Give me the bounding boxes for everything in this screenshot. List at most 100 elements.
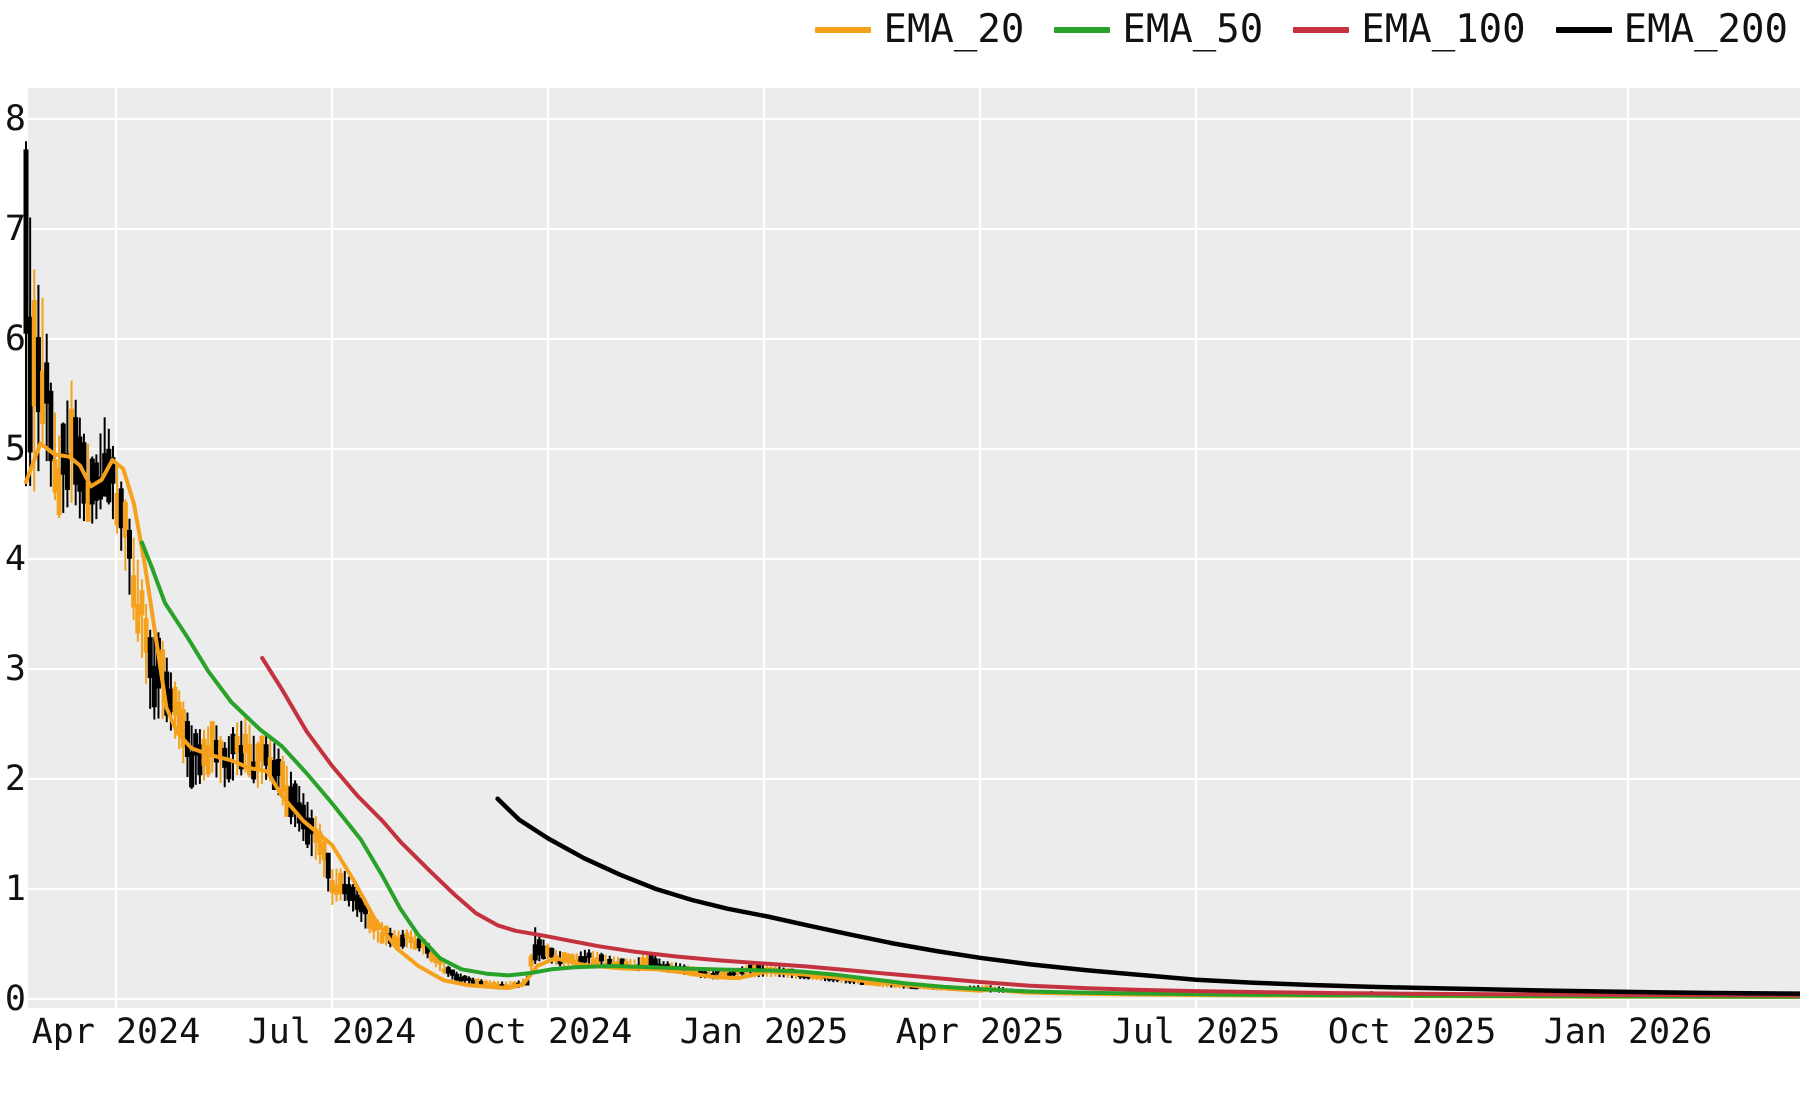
- candle-body: [872, 982, 878, 986]
- candle-body: [569, 954, 575, 962]
- candle-body: [586, 952, 592, 958]
- x-tick-label: Apr 2025: [895, 1012, 1065, 1052]
- candle-body: [168, 688, 174, 713]
- legend-line-ema-200-icon: [1555, 26, 1612, 33]
- legend-item-ema-20: EMA_20: [815, 10, 1024, 49]
- candle-body: [371, 919, 377, 932]
- x-tick-label: Oct 2024: [463, 1012, 633, 1052]
- candle-wick: [443, 961, 446, 975]
- candle-wick: [99, 433, 102, 510]
- candle-body: [445, 966, 451, 974]
- candle-body: [247, 743, 253, 776]
- legend-item-ema-200: EMA_200: [1555, 7, 1788, 52]
- candle-body: [437, 959, 443, 965]
- candle-body: [615, 961, 621, 966]
- candle-body: [470, 979, 476, 985]
- candle-body: [536, 939, 542, 956]
- candle-body: [292, 783, 298, 815]
- candle-body: [98, 476, 104, 500]
- candle-body: [110, 457, 116, 484]
- candle-body: [193, 733, 199, 756]
- candle-body: [242, 733, 248, 754]
- legend-label-ema-200: EMA_200: [1623, 7, 1788, 52]
- candle-body: [131, 575, 137, 608]
- candle-body: [454, 973, 460, 981]
- candle-body: [139, 590, 145, 616]
- candle-body: [184, 721, 190, 757]
- candle-body: [106, 448, 112, 503]
- candle-body: [483, 980, 489, 986]
- candle-body: [234, 735, 240, 753]
- candle-body: [396, 936, 402, 948]
- legend: EMA_20 EMA_50 EMA_100 EMA_200: [815, 10, 1788, 49]
- candle-body: [305, 817, 311, 845]
- candle-body: [433, 955, 439, 963]
- legend-item-ema-50: EMA_50: [1054, 10, 1263, 49]
- candle-body: [640, 957, 646, 966]
- candle-body: [416, 938, 422, 949]
- candle-body: [197, 744, 203, 776]
- line-ema_200: [495, 796, 1800, 996]
- candle-body: [367, 913, 373, 929]
- candle-body: [727, 972, 733, 978]
- candle-body: [429, 951, 435, 961]
- candle-body: [64, 453, 70, 490]
- candle-body: [209, 721, 215, 755]
- candle-body: [317, 831, 323, 855]
- candle-body: [391, 935, 397, 945]
- legend-line-ema-20-icon: [815, 26, 872, 33]
- candle-body: [412, 940, 418, 950]
- candle-body: [512, 981, 518, 986]
- candle-body: [863, 981, 869, 985]
- candle-body: [648, 954, 654, 966]
- candle-body: [31, 300, 37, 407]
- candle-body: [549, 948, 555, 958]
- candle-body: [280, 761, 286, 792]
- candle-wick: [136, 559, 139, 642]
- candle-wick: [604, 954, 607, 969]
- legend-item-ema-100: EMA_100: [1293, 10, 1526, 49]
- candle-body: [425, 943, 431, 954]
- candle-body: [561, 952, 567, 962]
- candle-body: [358, 897, 364, 913]
- legend-line-ema-100-icon: [1293, 26, 1350, 33]
- candle-body: [114, 493, 120, 526]
- candle-body: [52, 459, 58, 493]
- candle-body: [60, 423, 66, 475]
- candle-body: [449, 969, 455, 976]
- candle-wick: [716, 969, 719, 980]
- candle-body: [23, 149, 29, 334]
- y-tick-label: 5: [4, 429, 26, 469]
- candle-body: [263, 744, 269, 766]
- candle-body: [176, 701, 182, 736]
- candle-body: [379, 932, 385, 944]
- candle-body: [578, 956, 584, 967]
- x-tick-label: Jul 2025: [1111, 1012, 1281, 1052]
- candle-body: [329, 879, 335, 894]
- x-tick-label: Oct 2025: [1327, 1012, 1497, 1052]
- candle-body: [73, 417, 79, 485]
- candle-body: [313, 828, 319, 843]
- candle-body: [85, 482, 91, 522]
- candle-body: [714, 970, 720, 974]
- candle-body: [590, 958, 596, 966]
- candle-body: [48, 390, 54, 462]
- candle-body: [408, 936, 414, 944]
- candle-body: [491, 981, 497, 985]
- line-ema_50: [139, 540, 1800, 999]
- candle-body: [271, 760, 277, 790]
- candle-body: [404, 932, 410, 939]
- candle-wick: [708, 968, 711, 979]
- candle-body: [474, 978, 480, 984]
- candle-body: [756, 964, 762, 972]
- candle-body: [118, 488, 124, 529]
- candle-body: [342, 883, 348, 895]
- candle-body: [731, 969, 737, 976]
- candle-body: [135, 603, 141, 634]
- candle-body: [321, 841, 327, 861]
- candle-body: [607, 958, 613, 966]
- y-tick-label: 1: [4, 869, 26, 909]
- candle-body: [528, 956, 534, 967]
